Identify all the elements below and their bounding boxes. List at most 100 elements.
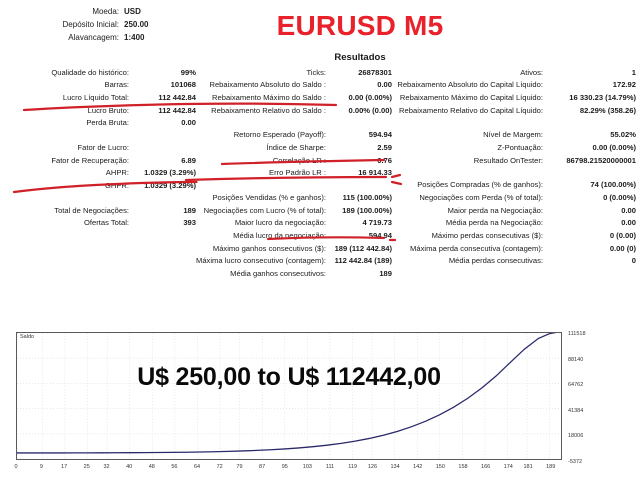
stats-table-left: Qualidade do histórico: 99% Barras: 101068 L… bbox=[0, 66, 196, 230]
stat-value: 189 bbox=[183, 205, 196, 215]
stat-value: 189 (112 442.84) bbox=[334, 243, 392, 253]
stat-label: Rebaixamento Absoluto do Capital Líquido… bbox=[397, 80, 543, 90]
stat-value: 55.02% bbox=[610, 130, 636, 140]
x-tick-label: 87 bbox=[259, 464, 266, 470]
account-label-1: Depósito Inicial: bbox=[62, 20, 119, 29]
account-value-2: 1:400 bbox=[124, 33, 145, 42]
stat-label: Lucro Bruto: bbox=[87, 105, 129, 115]
x-tick-label: 9 bbox=[39, 464, 43, 470]
table-row: Erro Padrão LR : 16 914.33 bbox=[196, 167, 392, 180]
stats-column-right: Ativos: 1 Rebaixamento Absoluto do Capital… bbox=[392, 66, 640, 268]
table-row: Rebaixamento Relativo do Saldo : 0.00% (0… bbox=[196, 104, 392, 117]
table-row: Z-Pontuação: 0.00 (0.00%) bbox=[392, 141, 640, 154]
table-row: Alavancagem: 1:400 bbox=[0, 31, 200, 44]
stat-label: Maior lucro da negociação: bbox=[234, 218, 326, 228]
stat-label: Rebaixamento Relativo do Saldo : bbox=[211, 105, 326, 115]
spacer-row bbox=[392, 117, 640, 129]
stat-value: 6.89 bbox=[181, 155, 196, 165]
stat-label: Resultado OnTester: bbox=[473, 155, 543, 165]
stat-label: Índice de Sharpe: bbox=[266, 142, 326, 152]
x-tick-label: 17 bbox=[61, 464, 68, 470]
chart-overlay-text: U$ 250,00 to U$ 112442,00 bbox=[137, 363, 441, 391]
stat-value: 0.00 (0.00%) bbox=[348, 92, 392, 102]
stat-value: 189 bbox=[379, 269, 392, 279]
table-row: Máximo perdas consecutivas ($): 0 (0.00) bbox=[392, 230, 640, 243]
stat-label: Total de Negociações: bbox=[54, 205, 129, 215]
chart-series-label: Saldo bbox=[19, 334, 36, 340]
stats-column-middle: Ticks: 26878301 Rebaixamento Absoluto do S… bbox=[196, 66, 392, 280]
table-row: Ofertas Total: 393 bbox=[0, 217, 196, 230]
x-tick-label: 158 bbox=[458, 464, 468, 470]
table-row: Ticks: 26878301 bbox=[196, 66, 392, 79]
stat-label: Maior perda na Negociação: bbox=[447, 205, 543, 215]
x-tick-label: 79 bbox=[236, 464, 243, 470]
table-row: Rebaixamento Absoluto do Capital Líquido… bbox=[392, 79, 640, 92]
chart-svg bbox=[17, 333, 561, 459]
table-row: Média lucro da negociação: 594.94 bbox=[196, 230, 392, 243]
table-row: Negociações com Lucro (% of total): 189 (… bbox=[196, 204, 392, 217]
table-row: Índice de Sharpe: 2.59 bbox=[196, 141, 392, 154]
table-row: Barras: 101068 bbox=[0, 79, 196, 92]
stat-value: 0 (0.00) bbox=[609, 231, 636, 241]
stat-label: Nível de Margem: bbox=[483, 130, 543, 140]
table-row: Correlação LR : 0.76 bbox=[196, 154, 392, 167]
stat-label: Erro Padrão LR : bbox=[269, 168, 326, 178]
stat-label: Fator de Recuperação: bbox=[51, 155, 129, 165]
table-row: Qualidade do histórico: 99% bbox=[0, 66, 196, 79]
x-tick-label: 174 bbox=[503, 464, 513, 470]
stat-label: Média lucro da negociação: bbox=[233, 231, 326, 241]
table-row: Posições Compradas (% de ganhos): 74 (100… bbox=[392, 179, 640, 192]
stat-value: 0.00 bbox=[181, 118, 196, 128]
stat-label: Posições Vendidas (% e ganhos): bbox=[212, 193, 326, 203]
stat-label: Barras: bbox=[104, 80, 129, 90]
stat-label: Rebaixamento Absoluto do Saldo : bbox=[209, 80, 326, 90]
stat-value bbox=[134, 141, 196, 154]
x-tick-label: 48 bbox=[148, 464, 155, 470]
table-row: Fator de Recuperação: 6.89 bbox=[0, 154, 196, 167]
stat-value: 0.00 (0.00%) bbox=[592, 142, 636, 152]
stat-label: Qualidade do histórico: bbox=[51, 67, 129, 77]
x-tick-label: 25 bbox=[83, 464, 90, 470]
stats-body-middle: Ticks: 26878301 Rebaixamento Absoluto do S… bbox=[196, 66, 392, 280]
stat-value: 0.00 bbox=[621, 218, 636, 228]
account-summary-body: Moeda: USD Depósito Inicial: 250.00 Alav… bbox=[0, 5, 200, 44]
table-row: Negociações com Perda (% of total): 0 (0.… bbox=[392, 192, 640, 205]
account-value-1: 250.00 bbox=[124, 20, 149, 29]
stat-label: Retorno Esperado (Payoff): bbox=[233, 130, 326, 140]
stats-table-middle: Ticks: 26878301 Rebaixamento Absoluto do S… bbox=[196, 66, 392, 280]
account-label-0: Moeda: bbox=[92, 7, 119, 16]
stat-label: Máximo perdas consecutivas ($): bbox=[431, 231, 543, 241]
table-row: Fator de Lucro: bbox=[0, 141, 196, 154]
stats-table-right: Ativos: 1 Rebaixamento Absoluto do Capital… bbox=[392, 66, 640, 268]
x-tick-label: 142 bbox=[413, 464, 423, 470]
x-tick-label: 103 bbox=[302, 464, 312, 470]
stat-value: 189 (100.00%) bbox=[342, 205, 392, 215]
table-row: Posições Vendidas (% e ganhos): 115 (100.… bbox=[196, 192, 392, 205]
stat-value: 112 442.84 bbox=[158, 105, 196, 115]
stat-label: AHPR: bbox=[105, 168, 129, 178]
stats-body-left: Qualidade do histórico: 99% Barras: 101068 L… bbox=[0, 66, 196, 230]
x-tick-label: 64 bbox=[193, 464, 201, 470]
chart-x-axis: 0 9 17 25 32 40 48 56 64 72 79 87 95 103 111 119 126 134 1… bbox=[14, 461, 564, 475]
table-row: Rebaixamento Relativo do Capital Líquido… bbox=[392, 104, 640, 117]
stat-label: Ativos: bbox=[520, 67, 543, 77]
stat-label: Média perda na Negociação: bbox=[445, 218, 543, 228]
table-row: Média ganhos consecutivos: 189 bbox=[196, 268, 392, 281]
table-row: Depósito Inicial: 250.00 bbox=[0, 18, 200, 31]
x-tick-label: 111 bbox=[325, 464, 335, 470]
x-tick-label: 126 bbox=[367, 464, 378, 470]
stat-value: 115 (100.00%) bbox=[342, 193, 392, 203]
stat-label: Posições Compradas (% de ganhos): bbox=[417, 180, 543, 190]
x-tick-label: 166 bbox=[481, 464, 491, 470]
x-tick-label: 40 bbox=[126, 464, 133, 470]
table-row: Resultado OnTester: 86798.21520000001 bbox=[392, 154, 640, 167]
table-row: Rebaixamento Máximo do Capital Líquido: 1… bbox=[392, 91, 640, 104]
stat-value: 0.00 bbox=[621, 205, 636, 215]
table-row: Rebaixamento Máximo do Saldo : 0.00 (0.00… bbox=[196, 91, 392, 104]
table-row: Média perda na Negociação: 0.00 bbox=[392, 217, 640, 230]
table-row: Máximo ganhos consecutivos ($): 189 (112 … bbox=[196, 242, 392, 255]
balance-chart: Saldo U$ 250,00 to U$ 112442,00 111518 88… bbox=[4, 330, 636, 478]
stat-value: 0.76 bbox=[377, 155, 392, 165]
stat-value: 0.00 bbox=[377, 80, 392, 90]
